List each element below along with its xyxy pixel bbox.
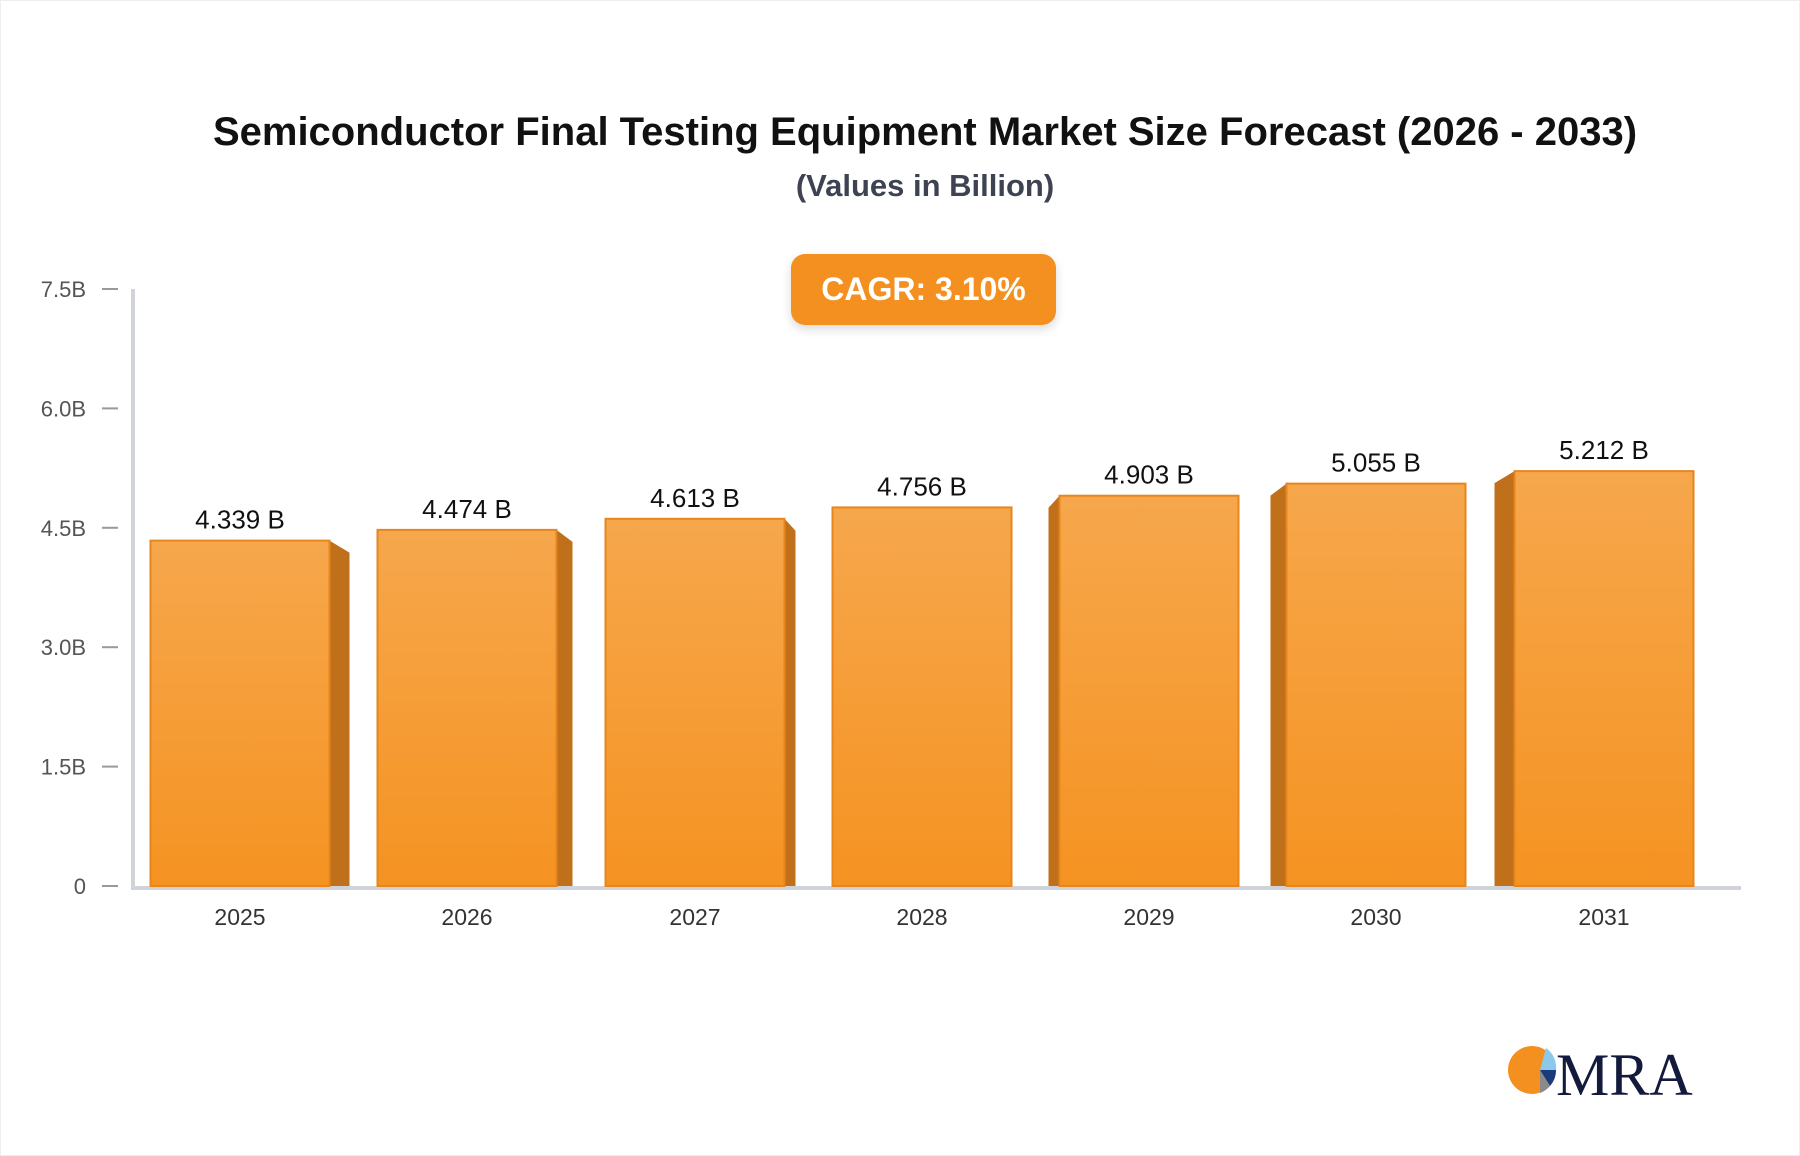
mra-logo: MRA [1506, 1040, 1696, 1100]
data-label: 5.055 B [1331, 448, 1421, 478]
y-tick-label: 1.5B [41, 755, 86, 780]
y-tick-label: 6.0B [41, 396, 86, 421]
bar-2028 [831, 506, 1013, 887]
bar-side-face [1494, 471, 1515, 886]
x-tick-label: 2029 [1123, 904, 1174, 930]
data-label: 5.212 B [1559, 435, 1649, 465]
bar-side-face [556, 529, 573, 886]
bar-side-face [784, 518, 796, 886]
x-tick-label: 2030 [1350, 904, 1401, 930]
bar-side-face [1270, 483, 1287, 886]
data-label: 4.613 B [650, 483, 740, 513]
logo-text: MRA [1556, 1042, 1693, 1100]
y-tick-label: 0 [74, 874, 86, 899]
bar-2029 [1058, 494, 1240, 887]
bar-side-face [329, 540, 350, 886]
logo-pie-icon: MRA [1508, 1042, 1693, 1100]
y-tick-label: 3.0B [41, 635, 86, 660]
chart-title: Semiconductor Final Testing Equipment Ma… [212, 110, 1638, 154]
data-label: 4.756 B [877, 471, 967, 501]
chart-subtitle: (Values in Billion) [795, 168, 1055, 203]
x-tick-label: 2025 [214, 904, 265, 930]
y-tick-label: 4.5B [41, 516, 86, 541]
bar-2026 [376, 528, 558, 888]
data-label: 4.903 B [1104, 460, 1194, 490]
bar-2031 [1513, 470, 1695, 887]
x-tick-label: 2031 [1578, 904, 1629, 930]
bar-side-face [1048, 495, 1060, 886]
data-label: 4.339 B [195, 505, 285, 535]
y-tick-label: 7.5B [41, 277, 86, 302]
data-label: 4.474 B [422, 494, 512, 524]
x-tick-label: 2027 [669, 904, 720, 930]
bar-2027 [604, 517, 786, 887]
bar-2030 [1285, 482, 1467, 887]
x-tick-label: 2028 [896, 904, 947, 930]
cagr-badge: CAGR: 3.10% [791, 254, 1056, 325]
bar-2025 [149, 539, 331, 887]
x-tick-label: 2026 [441, 904, 492, 930]
